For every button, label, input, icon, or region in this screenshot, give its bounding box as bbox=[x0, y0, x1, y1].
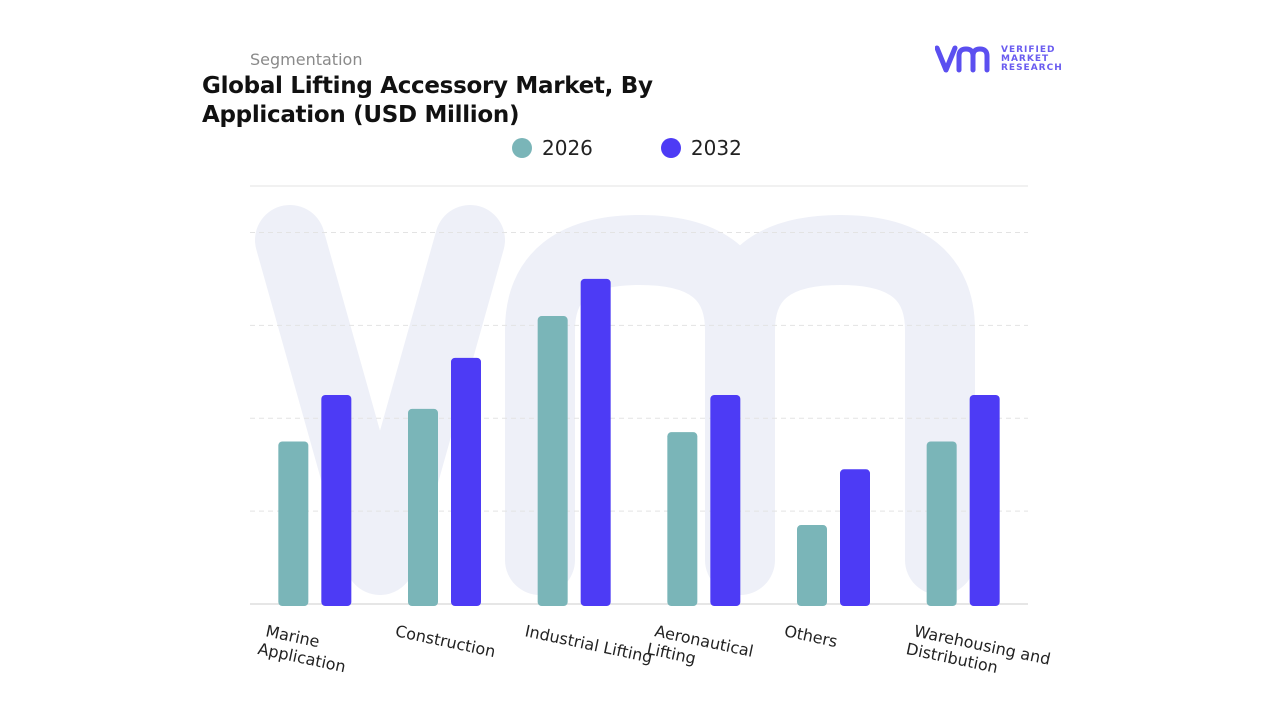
bar-2032 bbox=[580, 278, 611, 606]
bar-2032 bbox=[840, 469, 870, 606]
x-tick-label: Warehousing andDistribution bbox=[904, 620, 1052, 687]
watermark-v-shape bbox=[255, 205, 505, 595]
vmr-logo: VERIFIED MARKET RESEARCH bbox=[935, 44, 1063, 74]
chart-title: Global Lifting Accessory Market, By Appl… bbox=[202, 73, 653, 128]
legend-label-2026: 2026 bbox=[542, 136, 593, 160]
legend-swatch-2032 bbox=[660, 138, 681, 158]
chart-legend: 2026 2032 bbox=[512, 136, 810, 160]
logo-line-2: MARKET bbox=[1001, 53, 1050, 64]
x-tick-label: Industrial Lifting bbox=[523, 621, 654, 667]
bar-2032 bbox=[710, 395, 741, 606]
logo-line-3: RESEARCH bbox=[1001, 62, 1063, 73]
x-tick-label: Others bbox=[783, 621, 840, 651]
x-tick-label-line: Construction bbox=[394, 621, 498, 661]
bar-2026 bbox=[926, 441, 957, 606]
legend-item-2032: 2032 bbox=[660, 136, 742, 160]
chart-subtitle: Segmentation bbox=[250, 50, 363, 69]
bar-2032 bbox=[969, 395, 1000, 606]
bar-2026 bbox=[537, 316, 568, 606]
bar-2026 bbox=[408, 408, 438, 606]
bar-2026 bbox=[278, 441, 309, 606]
bar-2026 bbox=[797, 525, 827, 606]
bar-2032 bbox=[321, 395, 352, 606]
x-tick-label-line: Industrial Lifting bbox=[523, 621, 654, 667]
x-tick-label: AeronauticalLifting bbox=[645, 620, 755, 679]
legend-label-2032: 2032 bbox=[690, 136, 742, 160]
legend-swatch-2026 bbox=[512, 138, 532, 158]
legend-item-2026: 2026 bbox=[512, 136, 593, 160]
logo-line-1: VERIFIED bbox=[1001, 44, 1056, 55]
x-tick-label: Construction bbox=[394, 621, 498, 661]
vmr-logo-text: VERIFIED MARKET RESEARCH bbox=[1001, 44, 1063, 73]
x-tick-label-line: Others bbox=[783, 621, 840, 651]
x-tick-label: MarineApplication bbox=[256, 620, 351, 676]
watermark-m-shape bbox=[505, 214, 975, 595]
vmr-logo-icon bbox=[935, 45, 990, 73]
bar-2026 bbox=[667, 432, 698, 606]
bar-2032 bbox=[451, 357, 481, 606]
